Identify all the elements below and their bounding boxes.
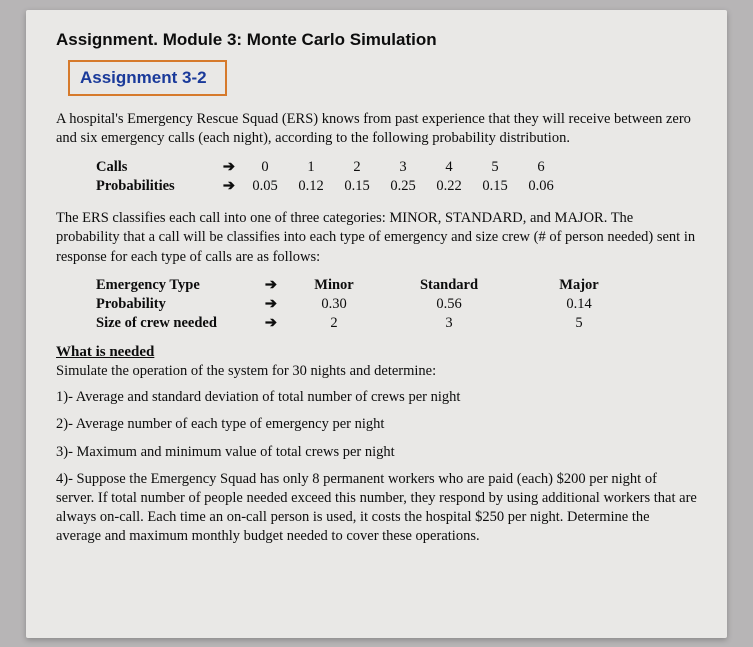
row-label: Calls	[96, 159, 216, 176]
cell: 0	[242, 159, 288, 176]
module-title: Assignment. Module 3: Monte Carlo Simula…	[56, 30, 697, 50]
simulate-line: Simulate the operation of the system for…	[56, 363, 697, 380]
row-label: Emergency Type	[96, 277, 258, 294]
cell: 6	[518, 159, 564, 176]
row-label: Probability	[96, 296, 258, 313]
table-row: Calls ➔ 0 1 2 3 4 5 6	[96, 159, 697, 176]
cell: 1	[288, 159, 334, 176]
col-header: Standard	[384, 277, 514, 294]
question-1: 1)- Average and standard deviation of to…	[56, 388, 697, 407]
cell: 0.06	[518, 178, 564, 195]
row-label: Size of crew needed	[96, 315, 258, 332]
cell: 5	[472, 159, 518, 176]
cell: 0.14	[514, 296, 644, 313]
cell: 5	[514, 315, 644, 332]
cell: 3	[384, 315, 514, 332]
arrow-icon: ➔	[216, 178, 242, 195]
cell: 2	[284, 315, 384, 332]
cell: 0.30	[284, 296, 384, 313]
arrow-icon: ➔	[258, 296, 284, 313]
cell: 0.22	[426, 178, 472, 195]
table-row: Size of crew needed ➔ 2 3 5	[96, 315, 697, 332]
cell: 0.56	[384, 296, 514, 313]
classify-paragraph: The ERS classifies each call into one of…	[56, 209, 697, 268]
cell: 0.15	[472, 178, 518, 195]
emergency-type-table: Emergency Type ➔ Minor Standard Major Pr…	[96, 277, 697, 332]
cell: 0.25	[380, 178, 426, 195]
cell: 0.12	[288, 178, 334, 195]
cell: 0.05	[242, 178, 288, 195]
col-header: Major	[514, 277, 644, 294]
what-needed-heading: What is needed	[56, 344, 697, 361]
prob-values: 0.05 0.12 0.15 0.25 0.22 0.15 0.06	[242, 178, 564, 195]
assignment-label: Assignment 3-2	[80, 68, 207, 87]
col-header: Minor	[284, 277, 384, 294]
calls-values: 0 1 2 3 4 5 6	[242, 159, 564, 176]
arrow-icon: ➔	[216, 159, 242, 176]
question-2: 2)- Average number of each type of emerg…	[56, 415, 697, 434]
cell: 4	[426, 159, 472, 176]
document-page: Assignment. Module 3: Monte Carlo Simula…	[26, 10, 727, 638]
table-row: Emergency Type ➔ Minor Standard Major	[96, 277, 697, 294]
assignment-box: Assignment 3-2	[68, 60, 227, 96]
question-3: 3)- Maximum and minimum value of total c…	[56, 443, 697, 462]
cell: 0.15	[334, 178, 380, 195]
table-row: Probabilities ➔ 0.05 0.12 0.15 0.25 0.22…	[96, 178, 697, 195]
arrow-icon: ➔	[258, 315, 284, 332]
row-label: Probabilities	[96, 178, 216, 195]
question-4: 4)- Suppose the Emergency Squad has only…	[56, 470, 697, 547]
cell: 3	[380, 159, 426, 176]
cell: 2	[334, 159, 380, 176]
table-row: Probability ➔ 0.30 0.56 0.14	[96, 296, 697, 313]
calls-distribution-table: Calls ➔ 0 1 2 3 4 5 6 Probabilities ➔ 0.…	[96, 159, 697, 195]
intro-paragraph: A hospital's Emergency Rescue Squad (ERS…	[56, 110, 697, 149]
arrow-icon: ➔	[258, 277, 284, 294]
